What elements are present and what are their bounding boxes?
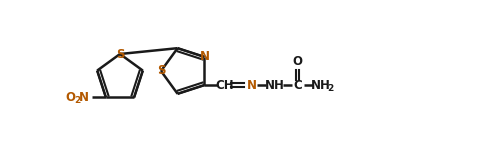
Text: 2: 2 xyxy=(326,84,333,93)
Text: O: O xyxy=(292,55,302,68)
Text: NH: NH xyxy=(310,79,330,92)
Text: N: N xyxy=(199,50,209,63)
Text: 2: 2 xyxy=(74,96,80,105)
Text: NH: NH xyxy=(264,79,284,92)
Text: S: S xyxy=(116,48,124,60)
Text: S: S xyxy=(157,64,165,78)
Text: N: N xyxy=(79,91,89,104)
Text: O: O xyxy=(65,91,75,104)
Text: C: C xyxy=(292,79,301,92)
Text: CH: CH xyxy=(215,79,233,92)
Text: N: N xyxy=(246,79,256,92)
